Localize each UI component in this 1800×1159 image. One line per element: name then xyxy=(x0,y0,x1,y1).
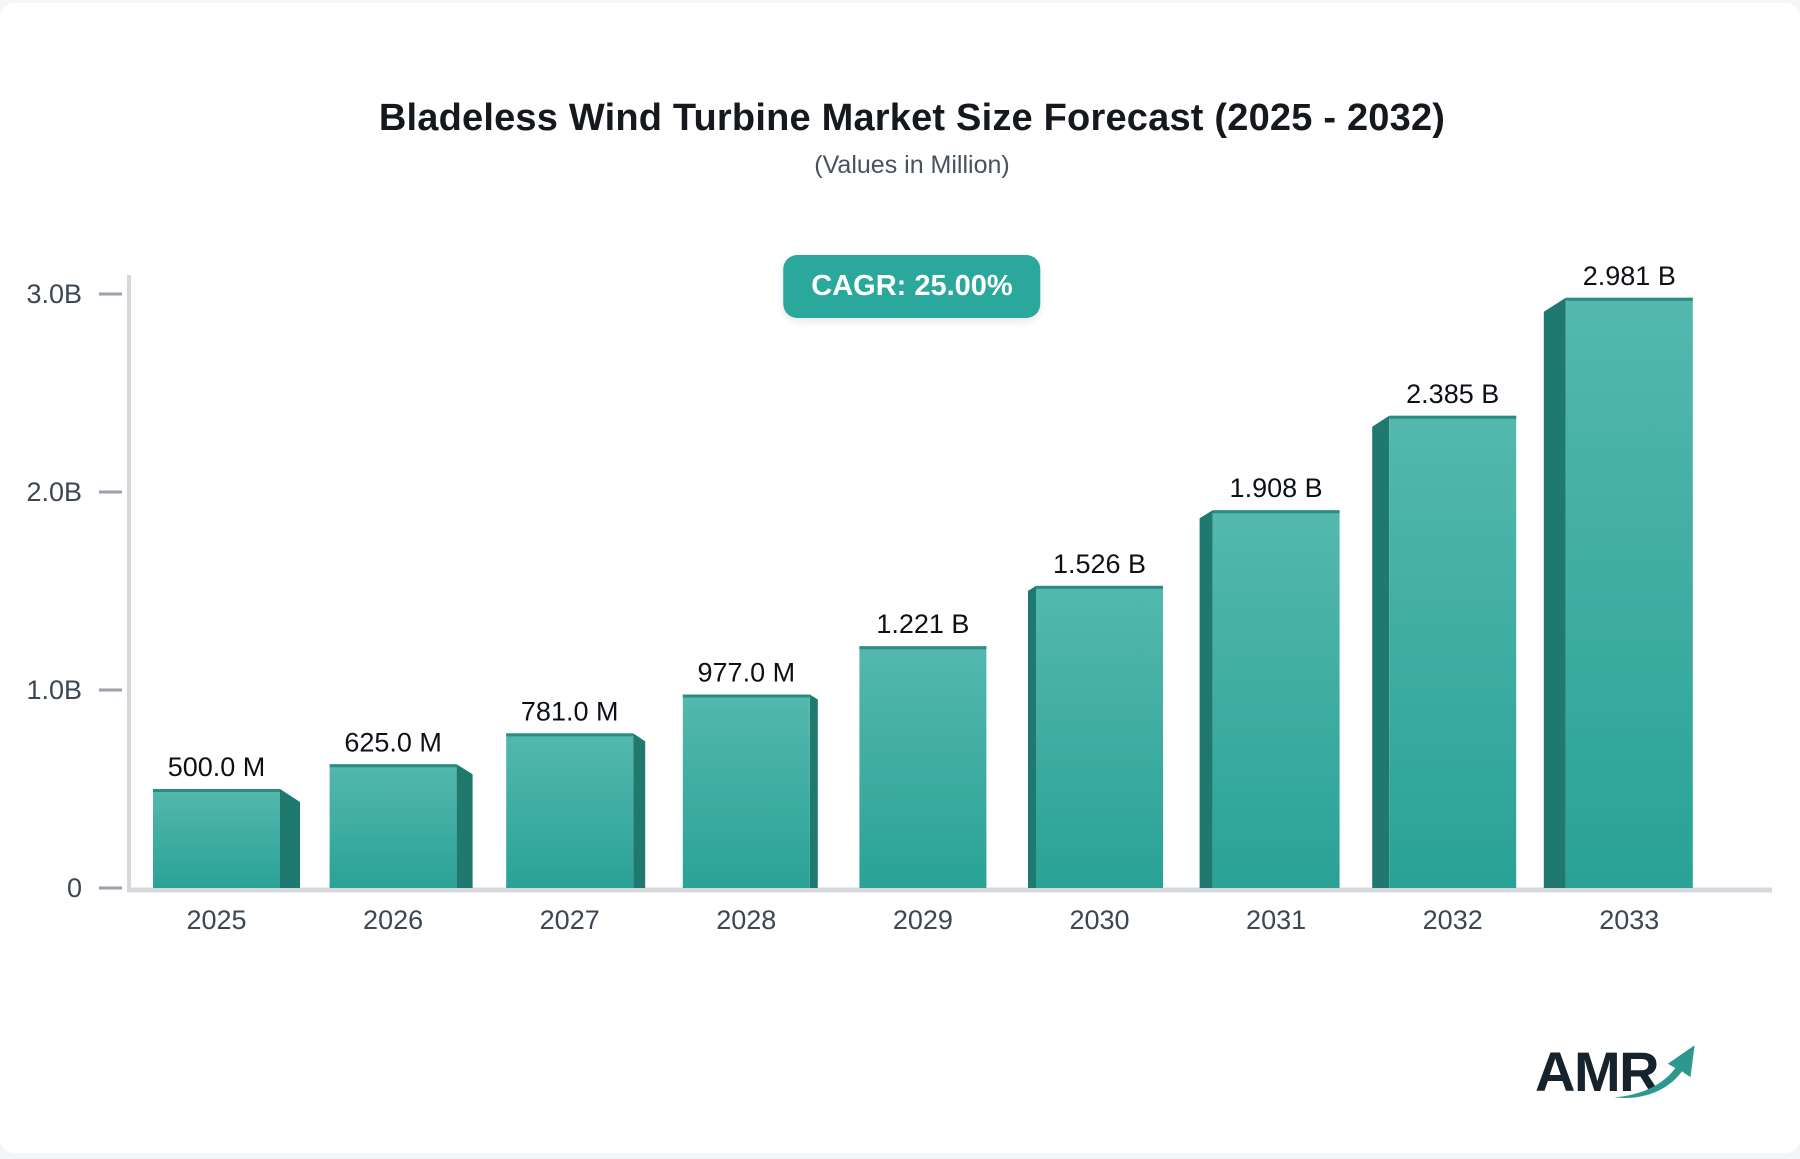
bar-2025: 500.0 M 2025 xyxy=(153,752,300,935)
y-tick-label: 3.0B xyxy=(26,279,82,309)
bar-side-face xyxy=(1372,415,1390,888)
growth-arrow-path xyxy=(1614,1045,1695,1098)
value-label: 1.908 B xyxy=(1230,473,1323,503)
y-tick-label: 1.0B xyxy=(26,675,82,705)
bar-2029: 1.221 B 2029 xyxy=(859,609,987,935)
bar-side-face xyxy=(1199,510,1213,888)
chart-title: Bladeless Wind Turbine Market Size Forec… xyxy=(378,97,1446,139)
category-label: 2029 xyxy=(893,905,953,935)
y-tick-label: 0 xyxy=(67,873,82,903)
bar-2030: 1.526 B 2030 xyxy=(1028,549,1163,935)
bar-side-face xyxy=(456,764,473,888)
value-label: 2.981 B xyxy=(1583,261,1676,291)
bar-front-face xyxy=(682,694,810,888)
category-label: 2031 xyxy=(1246,905,1306,935)
category-label: 2028 xyxy=(716,905,776,935)
bar-front-face xyxy=(506,733,634,888)
bar-front-face xyxy=(329,764,457,888)
growth-arrow-icon xyxy=(1614,1045,1695,1098)
value-label: 781.0 M xyxy=(521,696,619,726)
bar-side-face xyxy=(280,789,300,888)
bar-2027: 781.0 M 2027 xyxy=(506,696,646,935)
category-label: 2027 xyxy=(540,905,600,935)
category-label: 2026 xyxy=(363,905,423,935)
category-label: 2032 xyxy=(1423,905,1483,935)
chart-subtitle: (Values in Million) xyxy=(814,151,1010,179)
amr-logo-text: AMR xyxy=(1535,1040,1660,1103)
bar-2026: 625.0 M 2026 xyxy=(329,727,473,935)
value-label: 1.221 B xyxy=(876,609,969,639)
value-label: 625.0 M xyxy=(344,727,442,757)
value-label: 2.385 B xyxy=(1406,379,1499,409)
bar-side-face xyxy=(1543,297,1566,889)
bar-side-face xyxy=(809,694,818,888)
bar-front-face xyxy=(859,646,987,888)
bar-2028: 977.0 M 2028 xyxy=(682,658,818,935)
category-label: 2033 xyxy=(1599,905,1659,935)
bar-side-face xyxy=(1028,585,1036,888)
bar-2032: 2.385 B 2032 xyxy=(1372,379,1517,935)
bar-2031: 1.908 B 2031 xyxy=(1199,473,1340,935)
bar-front-face xyxy=(1389,415,1517,888)
value-label: 500.0 M xyxy=(168,752,266,782)
category-label: 2030 xyxy=(1069,905,1129,935)
chart-card: Bladeless Wind Turbine Market Size Forec… xyxy=(0,3,1800,1153)
y-tick-label: 2.0B xyxy=(26,477,82,507)
bar-front-face xyxy=(153,789,280,888)
bar-front-face xyxy=(1212,510,1340,888)
bar-side-face xyxy=(633,733,646,888)
cagr-badge: CAGR: 25.00% xyxy=(783,255,1041,318)
bar-2033: 2.981 B 2033 xyxy=(1543,261,1693,935)
value-label: 1.526 B xyxy=(1053,549,1146,579)
value-label: 977.0 M xyxy=(698,658,796,688)
bar-chart-canvas: 0 1.0B 2.0B 3.0B 500.0 M 2025 625.0 M 2026 781.0… xyxy=(26,261,1772,935)
bar-front-face xyxy=(1036,585,1163,888)
category-label: 2025 xyxy=(186,905,246,935)
bar-front-face xyxy=(1565,297,1693,889)
